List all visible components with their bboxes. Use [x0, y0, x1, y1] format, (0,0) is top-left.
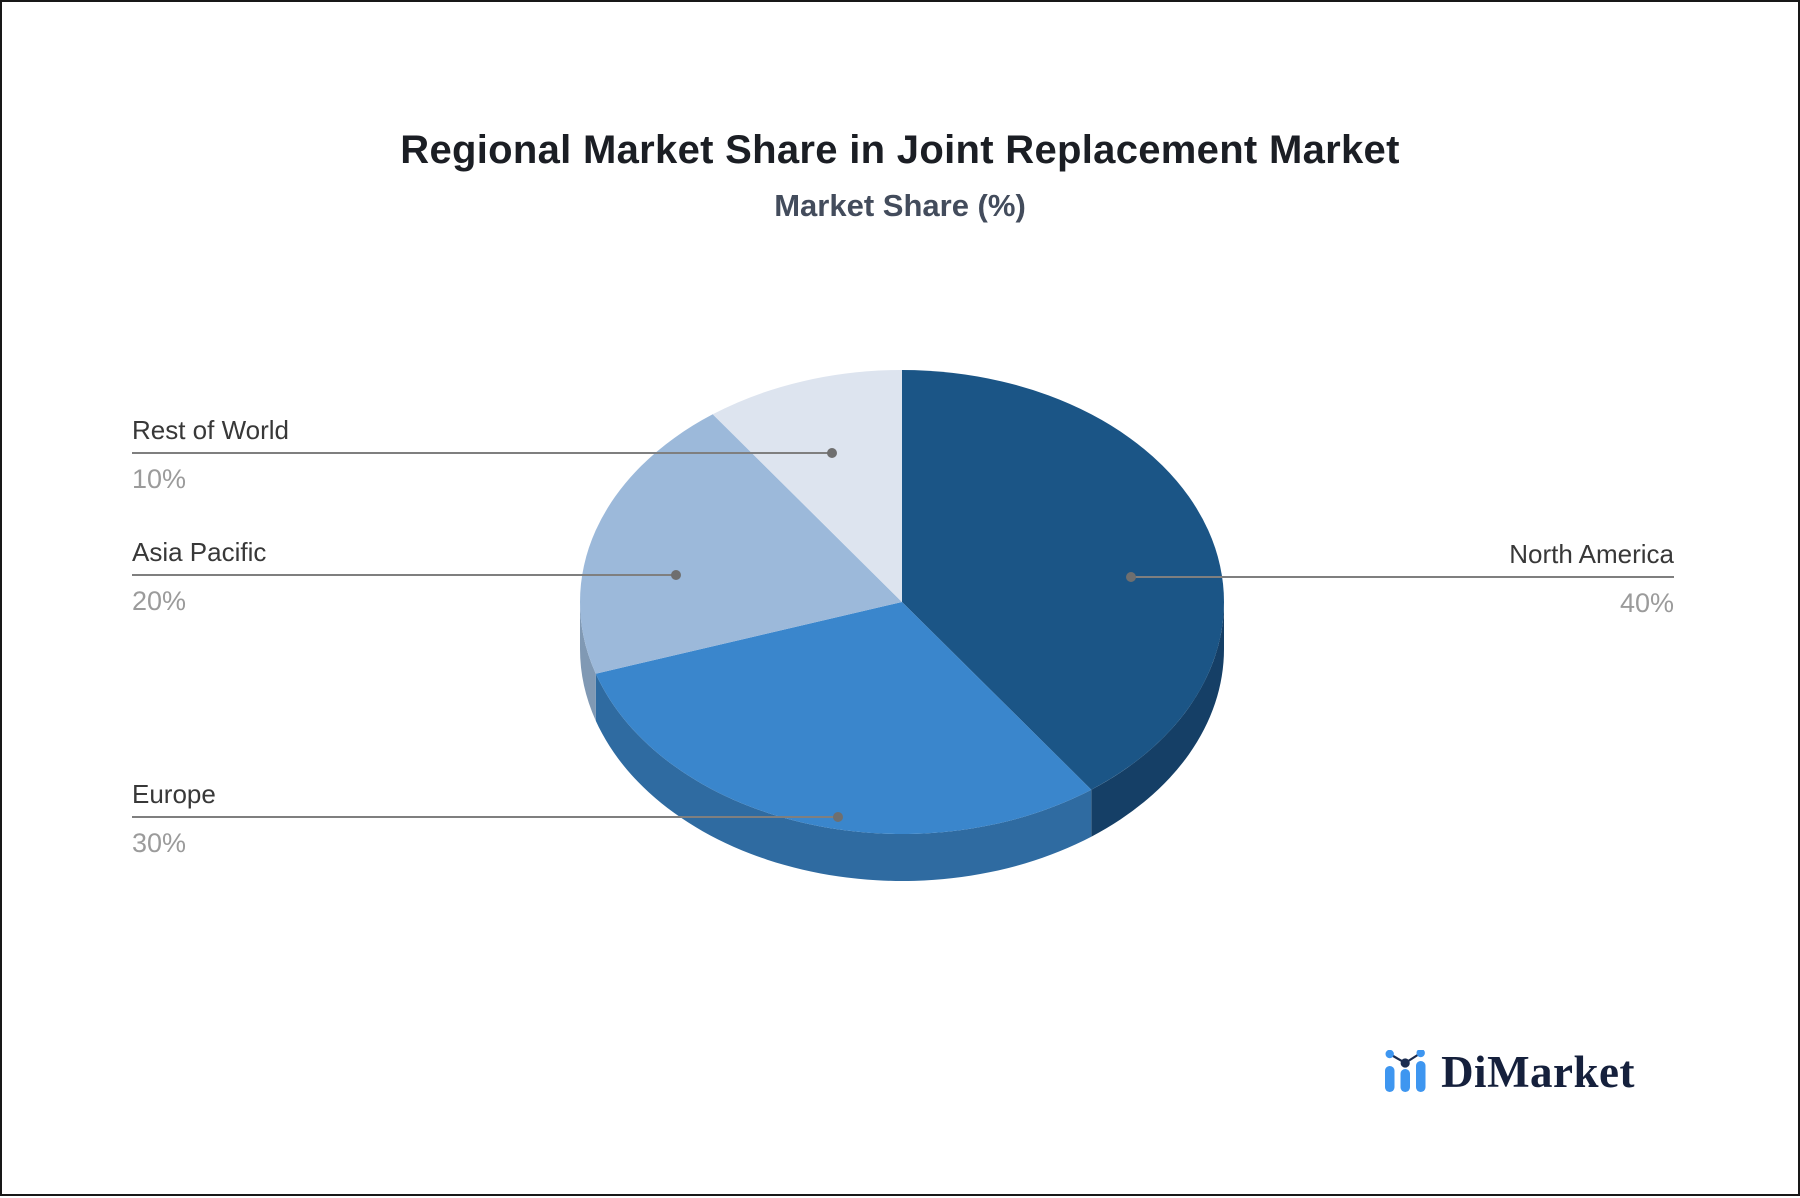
pie-slice-north-america[interactable] — [902, 370, 1224, 790]
chart-title: Regional Market Share in Joint Replaceme… — [400, 128, 1400, 172]
mini-bar-line-chart-icon — [1385, 1050, 1426, 1092]
leader-dot-europe — [833, 812, 843, 822]
logo-text: DiMarket — [1441, 1047, 1635, 1097]
slice-side-europe — [595, 673, 1092, 881]
leader-dot-north-america — [1126, 572, 1136, 582]
leader-dot-rest-of-world — [827, 448, 837, 458]
slice-label-north-america: North America — [1509, 539, 1674, 569]
slice-value-asia-pacific: 20% — [132, 586, 187, 616]
leader-dot-asia-pacific — [671, 570, 681, 580]
pie-slice-europe[interactable] — [595, 602, 1092, 834]
pie-slice-rest-of-world[interactable] — [712, 370, 902, 602]
slice-value-north-america: 40% — [1619, 588, 1674, 618]
slice-side-north-america — [1091, 602, 1224, 837]
pie-slice-asia-pacific[interactable] — [580, 414, 902, 674]
slice-label-europe: Europe — [132, 779, 216, 809]
chart-subtitle: Market Share (%) — [774, 188, 1026, 223]
slice-value-europe: 30% — [132, 828, 187, 858]
slice-label-asia-pacific: Asia Pacific — [132, 537, 267, 567]
slice-side-asia-pacific — [580, 602, 596, 721]
logo: DiMarket — [1382, 1046, 1635, 1098]
slice-label-rest-of-world: Rest of World — [132, 415, 290, 445]
slice-value-rest-of-world: 10% — [132, 464, 187, 494]
